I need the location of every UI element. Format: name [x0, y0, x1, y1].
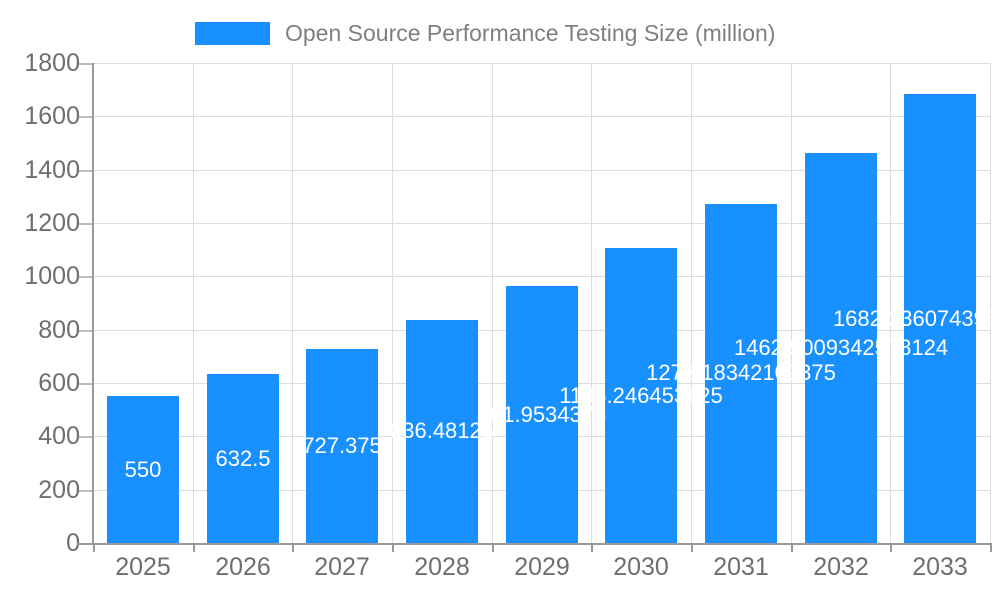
- legend-label: Open Source Performance Testing Size (mi…: [285, 19, 776, 46]
- x-tick-3: [392, 543, 394, 552]
- bar-2033[interactable]: [904, 94, 976, 543]
- bar-2026[interactable]: [207, 374, 279, 543]
- gridline-v-5: [591, 63, 592, 543]
- x-axis-line: [77, 543, 990, 545]
- y-tick-400: [77, 436, 93, 438]
- gridline-v-8: [890, 63, 891, 543]
- x-tick-9: [990, 543, 992, 552]
- bar-2027[interactable]: [306, 349, 378, 543]
- y-tick-1800: [77, 63, 93, 65]
- x-tick-6: [691, 543, 693, 552]
- x-tick-label-2032: 2032: [813, 553, 869, 581]
- gridline-v-1: [193, 63, 194, 543]
- x-tick-5: [591, 543, 593, 552]
- gridline-h-1000: [93, 276, 990, 277]
- y-tick-1600: [77, 116, 93, 118]
- x-tick-0: [93, 543, 95, 552]
- x-tick-8: [890, 543, 892, 552]
- gridline-v-9: [990, 63, 991, 543]
- y-tick-label-1600: 1600: [24, 102, 80, 130]
- y-tick-1400: [77, 170, 93, 172]
- bar-2030[interactable]: [605, 248, 677, 543]
- bar-2025[interactable]: [107, 396, 179, 543]
- x-tick-label-2026: 2026: [215, 553, 271, 581]
- gridline-v-3: [392, 63, 393, 543]
- y-tick-label-1400: 1400: [24, 156, 80, 184]
- x-tick-label-2033: 2033: [912, 553, 968, 581]
- y-tick-label-1200: 1200: [24, 209, 80, 237]
- x-tick-7: [791, 543, 793, 552]
- x-tick-label-2027: 2027: [314, 553, 370, 581]
- legend-swatch-icon: [195, 21, 270, 45]
- bar-2028[interactable]: [406, 320, 478, 543]
- y-tick-label-1800: 1800: [24, 49, 80, 77]
- x-tick-label-2028: 2028: [414, 553, 470, 581]
- y-tick-label-800: 800: [38, 316, 80, 344]
- x-tick-label-2030: 2030: [613, 553, 669, 581]
- y-tick-800: [77, 330, 93, 332]
- gridline-h-1200: [93, 223, 990, 224]
- gridline-h-1800: [93, 63, 990, 64]
- x-tick-label-2025: 2025: [115, 553, 171, 581]
- bar-2029[interactable]: [506, 286, 578, 543]
- legend[interactable]: Open Source Performance Testing Size (mi…: [195, 20, 775, 46]
- bar-2031[interactable]: [705, 204, 777, 543]
- gridline-v-2: [292, 63, 293, 543]
- bar-2032[interactable]: [805, 153, 877, 543]
- gridline-h-1600: [93, 116, 990, 117]
- x-tick-1: [193, 543, 195, 552]
- gridline-h-1400: [93, 170, 990, 171]
- y-tick-1200: [77, 223, 93, 225]
- y-tick-label-0: 0: [66, 529, 80, 557]
- x-tick-4: [492, 543, 494, 552]
- y-tick-200: [77, 490, 93, 492]
- x-tick-label-2029: 2029: [514, 553, 570, 581]
- y-tick-label-400: 400: [38, 422, 80, 450]
- x-tick-label-2031: 2031: [713, 553, 769, 581]
- y-tick-1000: [77, 276, 93, 278]
- y-tick-label-1000: 1000: [24, 262, 80, 290]
- y-axis-line: [92, 63, 94, 543]
- y-tick-600: [77, 383, 93, 385]
- gridline-v-7: [791, 63, 792, 543]
- gridline-v-6: [691, 63, 692, 543]
- x-tick-2: [292, 543, 294, 552]
- y-tick-label-200: 200: [38, 476, 80, 504]
- y-tick-label-600: 600: [38, 369, 80, 397]
- gridline-v-4: [492, 63, 493, 543]
